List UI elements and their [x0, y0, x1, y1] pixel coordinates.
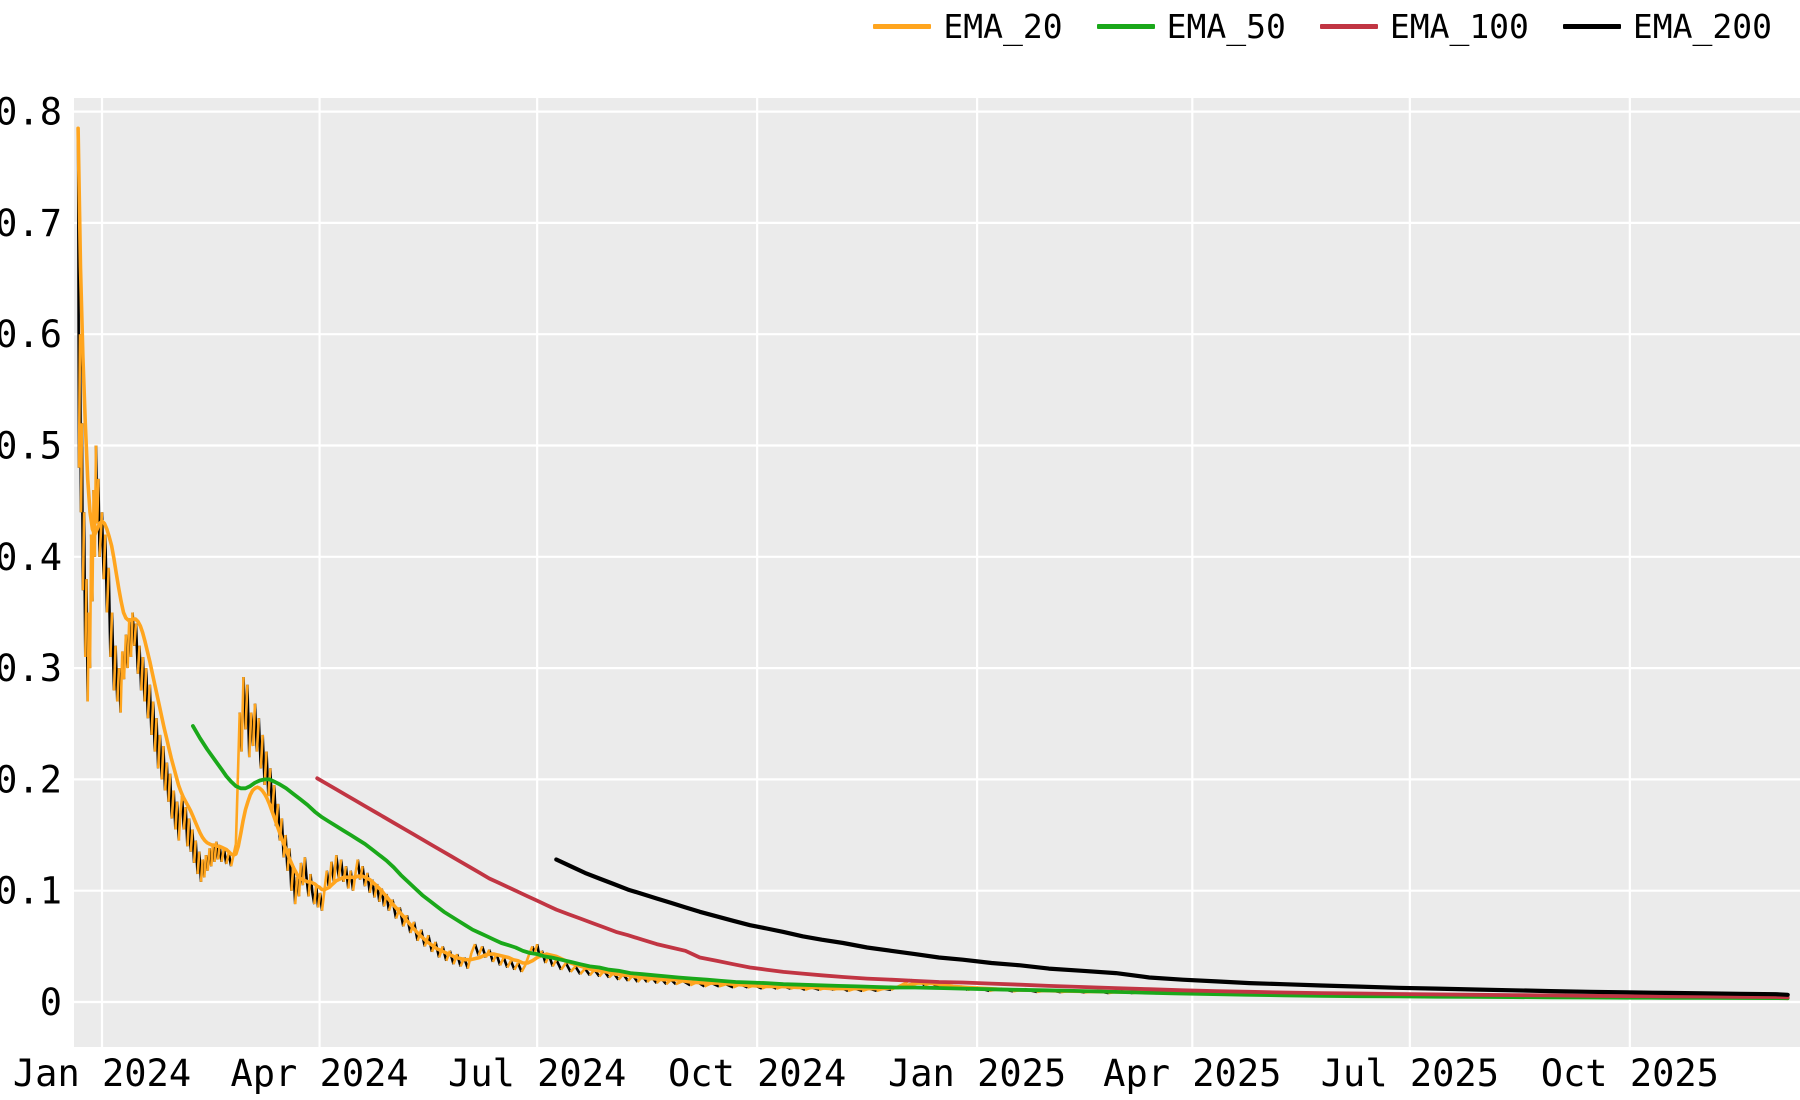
legend-item-ema-100: EMA_100 — [1319, 7, 1529, 46]
legend-label-ema-100: EMA_100 — [1389, 7, 1529, 46]
y-tick-label-0.1: 0.1 — [0, 870, 62, 913]
legend-swatch-ema-50 — [1096, 24, 1155, 29]
legend-label-ema-200: EMA_200 — [1632, 7, 1772, 46]
legend-label-ema-50: EMA_50 — [1166, 7, 1286, 46]
legend-item-ema-20: EMA_20 — [873, 7, 1063, 46]
y-tick-label-0.2: 0.2 — [0, 758, 62, 801]
x-tick-label-jul-2024: Jul 2024 — [448, 1052, 626, 1095]
y-tick-label-0.6: 0.6 — [0, 313, 62, 356]
x-axis-tick-labels: Jan 2024 Apr 2024 Jul 2024 Oct 2024 Jan 2025… — [13, 1052, 1719, 1095]
plot-background — [74, 98, 1800, 1047]
x-tick-label-oct-2025: Oct 2025 — [1541, 1052, 1719, 1095]
series-layer — [76, 126, 1790, 1001]
legend-item-ema-50: EMA_50 — [1096, 7, 1286, 46]
legend-swatch-ema-20 — [873, 24, 932, 29]
x-tick-label-apr-2024: Apr 2024 — [230, 1052, 408, 1095]
line-ema-100 — [315, 776, 1790, 1000]
legend-swatch-ema-100 — [1319, 24, 1378, 29]
x-tick-label-oct-2024: Oct 2024 — [668, 1052, 846, 1095]
legend-swatch-ema-200 — [1562, 24, 1621, 29]
x-tick-label-jan-2024: Jan 2024 — [13, 1052, 191, 1095]
y-tick-label-0.7: 0.7 — [0, 202, 62, 245]
line-ema-200 — [554, 857, 1790, 997]
chart-legend: EMA_20 EMA_50 EMA_100 EMA_200 — [873, 10, 1772, 43]
x-tick-label-jan-2025: Jan 2025 — [888, 1052, 1066, 1095]
y-tick-label-0.5: 0.5 — [0, 425, 62, 468]
y-axis-tick-labels: 0 0.1 0.2 0.3 0.4 0.5 0.6 0.7 0.8 — [0, 91, 62, 1024]
y-tick-label-0.8: 0.8 — [0, 91, 62, 134]
legend-label-ema-20: EMA_20 — [943, 7, 1063, 46]
x-tick-label-apr-2025: Apr 2025 — [1103, 1052, 1281, 1095]
gridlines — [74, 98, 1800, 1047]
y-tick-label-0.3: 0.3 — [0, 647, 62, 690]
legend-item-ema-200: EMA_200 — [1562, 7, 1772, 46]
y-tick-label-0: 0 — [40, 981, 62, 1024]
x-tick-label-jul-2025: Jul 2025 — [1321, 1052, 1499, 1095]
line-ema-50 — [191, 724, 1790, 1001]
y-tick-label-0.4: 0.4 — [0, 536, 62, 579]
